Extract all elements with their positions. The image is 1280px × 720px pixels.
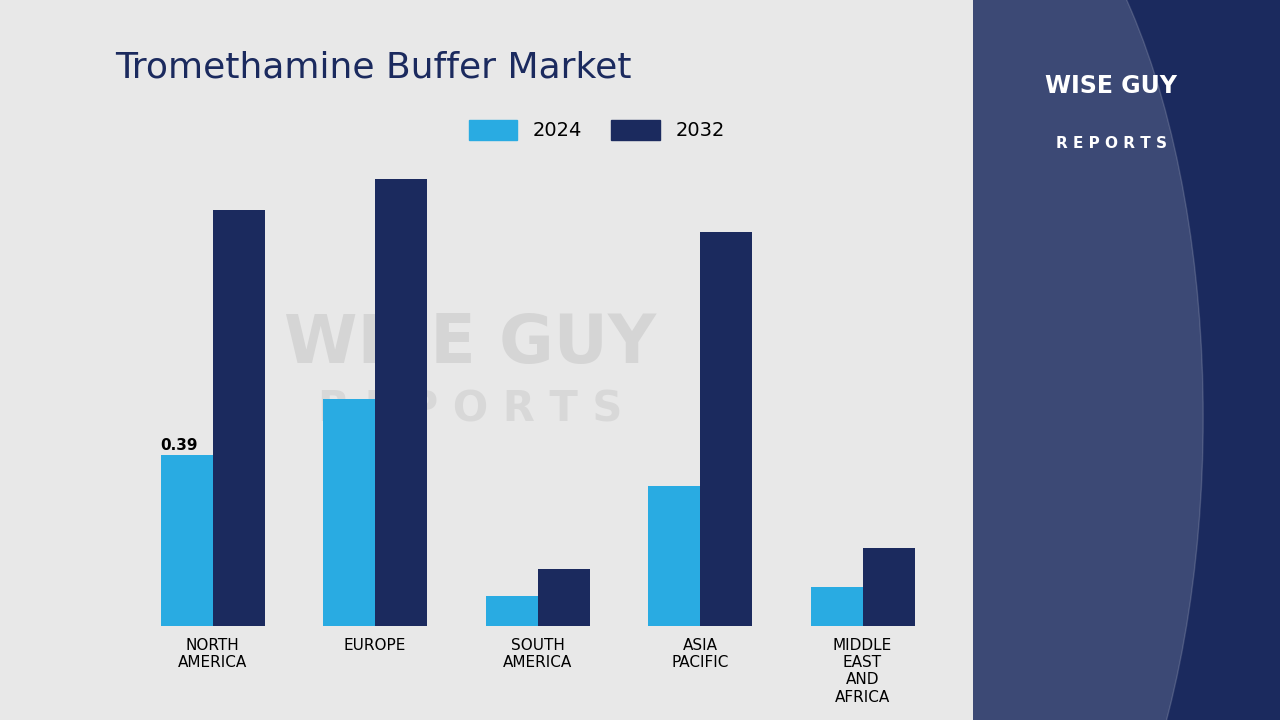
Text: WISE GUY: WISE GUY: [284, 311, 657, 377]
Circle shape: [712, 0, 1203, 720]
Bar: [161, 456, 212, 626]
Text: 0.39: 0.39: [161, 438, 198, 454]
Bar: [538, 570, 590, 626]
Text: WISE GUY: WISE GUY: [1044, 74, 1178, 99]
Legend: 2024, 2032: 2024, 2032: [461, 112, 732, 148]
Bar: [375, 179, 428, 626]
Text: Tromethamine Buffer Market: Tromethamine Buffer Market: [115, 50, 632, 84]
Bar: [323, 398, 375, 626]
Bar: [212, 210, 265, 626]
Bar: [648, 486, 700, 626]
Bar: [810, 587, 863, 626]
Bar: [700, 232, 753, 626]
Bar: [863, 547, 914, 626]
Bar: [485, 595, 538, 626]
Text: R E P O R T S: R E P O R T S: [317, 389, 622, 431]
Text: R E P O R T S: R E P O R T S: [1056, 137, 1166, 151]
